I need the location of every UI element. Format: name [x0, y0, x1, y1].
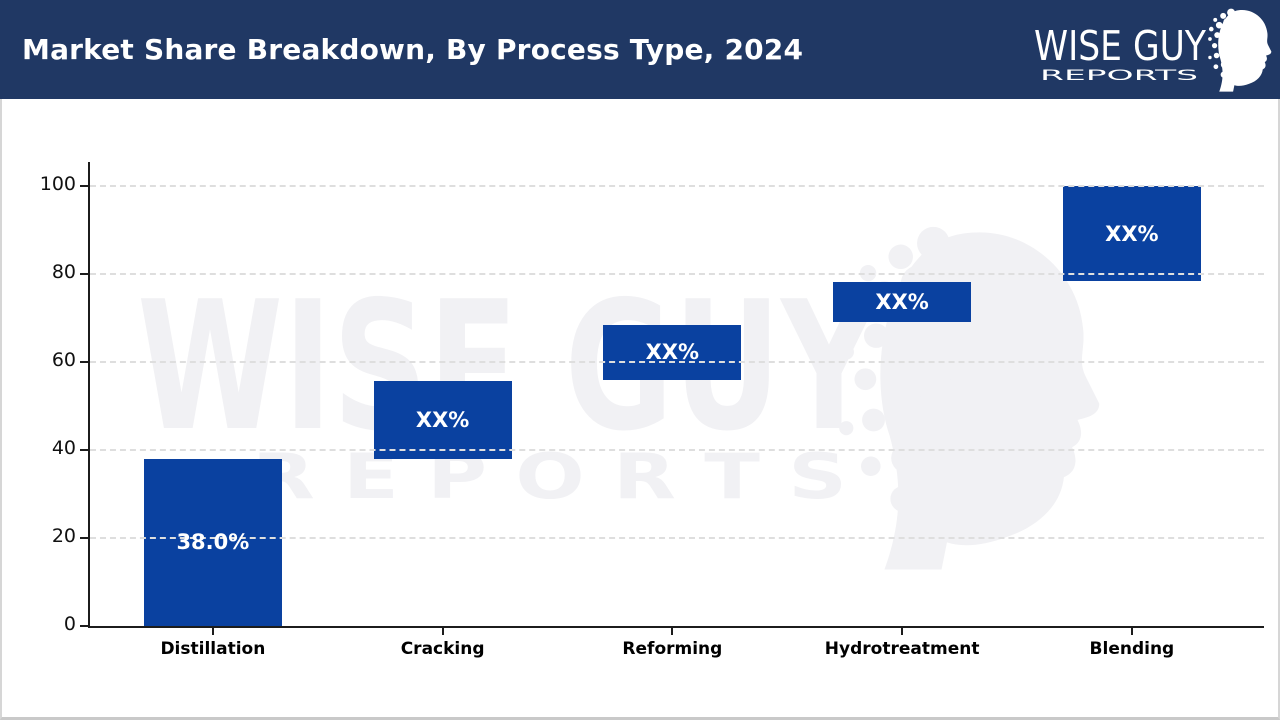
- logo-line1-text: WISE GUY: [1034, 22, 1207, 70]
- bar-value-label: XX%: [645, 340, 700, 365]
- watermark-line2: R E P O R T S: [252, 440, 847, 513]
- y-tick-label: 20: [51, 525, 76, 547]
- x-tick-mark: [441, 627, 444, 635]
- bar-blending: [1062, 186, 1201, 282]
- bar-cracking: [373, 380, 512, 459]
- bar-value-label: XX%: [875, 290, 929, 315]
- bar-value-label: XX%: [415, 407, 470, 432]
- x-tick-mark: [211, 627, 214, 635]
- y-tick-mark: [80, 185, 89, 187]
- y-tick-mark: [80, 449, 89, 451]
- x-category-label: Hydrotreatment: [824, 639, 980, 659]
- y-axis-spine: [88, 162, 90, 628]
- y-tick-mark: [80, 273, 89, 275]
- y-tick-mark: [80, 625, 89, 627]
- grid-line: [90, 449, 1264, 451]
- wise-guy-logo: WISE GUY REPORTS: [1026, 4, 1276, 96]
- header-bar: Market Share Breakdown, By Process Type,…: [0, 0, 1280, 99]
- bar-distillation: [143, 458, 282, 626]
- y-tick-label: 0: [63, 613, 76, 635]
- bar-value-label: 38.0%: [176, 530, 250, 555]
- page-title: Market Share Breakdown, By Process Type,…: [22, 33, 804, 66]
- grid-line: [90, 273, 1264, 275]
- y-tick-label: 60: [51, 349, 76, 371]
- logo-line2-text: REPORTS: [1040, 68, 1198, 84]
- x-tick-mark: [901, 627, 904, 635]
- watermark-head-icon: [838, 226, 1100, 570]
- wise-guy-logo-graphic: WISE GUY REPORTS: [1034, 8, 1272, 92]
- y-tick-label: 100: [39, 173, 76, 195]
- bar-hydrotreatment: [833, 281, 972, 323]
- y-tick-label: 40: [51, 437, 76, 459]
- y-tick-mark: [80, 361, 89, 363]
- y-tick-mark: [80, 537, 89, 539]
- x-tick-mark: [1130, 627, 1133, 635]
- y-tick-label: 80: [51, 261, 76, 283]
- grid-line: [90, 537, 1264, 539]
- grid-line: [90, 361, 1264, 363]
- x-category-label: Blending: [1089, 639, 1175, 659]
- x-axis-spine: [88, 626, 1264, 628]
- x-tick-mark: [671, 627, 674, 635]
- bar-value-label: XX%: [1105, 221, 1159, 246]
- x-category-label: Cracking: [400, 639, 485, 659]
- grid-line: [90, 185, 1264, 187]
- x-category-label: Distillation: [160, 639, 266, 659]
- x-category-label: Reforming: [622, 639, 723, 659]
- logo-head-icon: [1208, 8, 1272, 92]
- bar-reforming: [603, 325, 742, 380]
